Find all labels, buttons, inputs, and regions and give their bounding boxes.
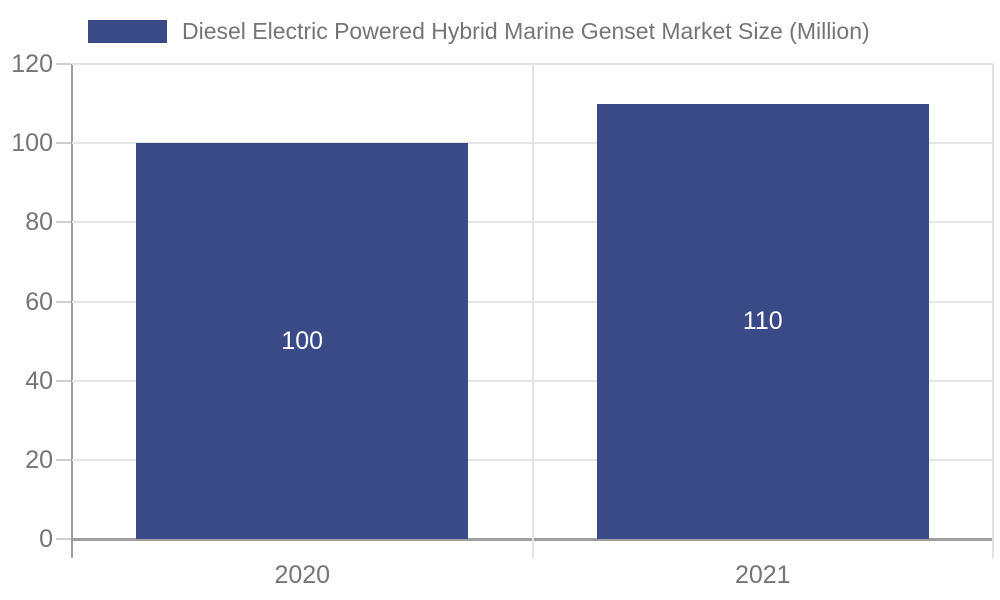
y-tick-label: 60 [25, 287, 53, 316]
y-tick-mark [56, 458, 71, 461]
y-tick-label: 120 [11, 50, 53, 78]
x-category-label: 2020 [274, 561, 331, 589]
legend[interactable]: Diesel Electric Powered Hybrid Marine Ge… [88, 16, 870, 46]
legend-label: Diesel Electric Powered Hybrid Marine Ge… [182, 17, 870, 44]
y-tick-label: 100 [11, 129, 53, 158]
y-tick-mark [56, 142, 71, 145]
bar-value-label: 100 [281, 327, 324, 356]
legend-swatch-icon [88, 19, 167, 43]
bar[interactable] [596, 103, 929, 539]
y-tick-label: 80 [25, 208, 53, 237]
y-tick-mark [56, 300, 71, 303]
y-tick-label: 20 [25, 445, 53, 474]
y-tick-mark [56, 63, 71, 65]
bar-value-label: 110 [742, 307, 783, 336]
y-tick-mark [56, 538, 71, 540]
bar[interactable] [136, 143, 469, 539]
y-tick-mark [56, 221, 71, 224]
y-tick-label: 40 [25, 366, 53, 395]
y-tick-mark [56, 379, 71, 382]
x-boundary-gridline [531, 64, 534, 558]
y-tick-label: 0 [39, 525, 53, 553]
x-boundary-gridline [992, 64, 994, 558]
y-axis-line [71, 64, 73, 558]
x-category-label: 2021 [734, 561, 791, 589]
